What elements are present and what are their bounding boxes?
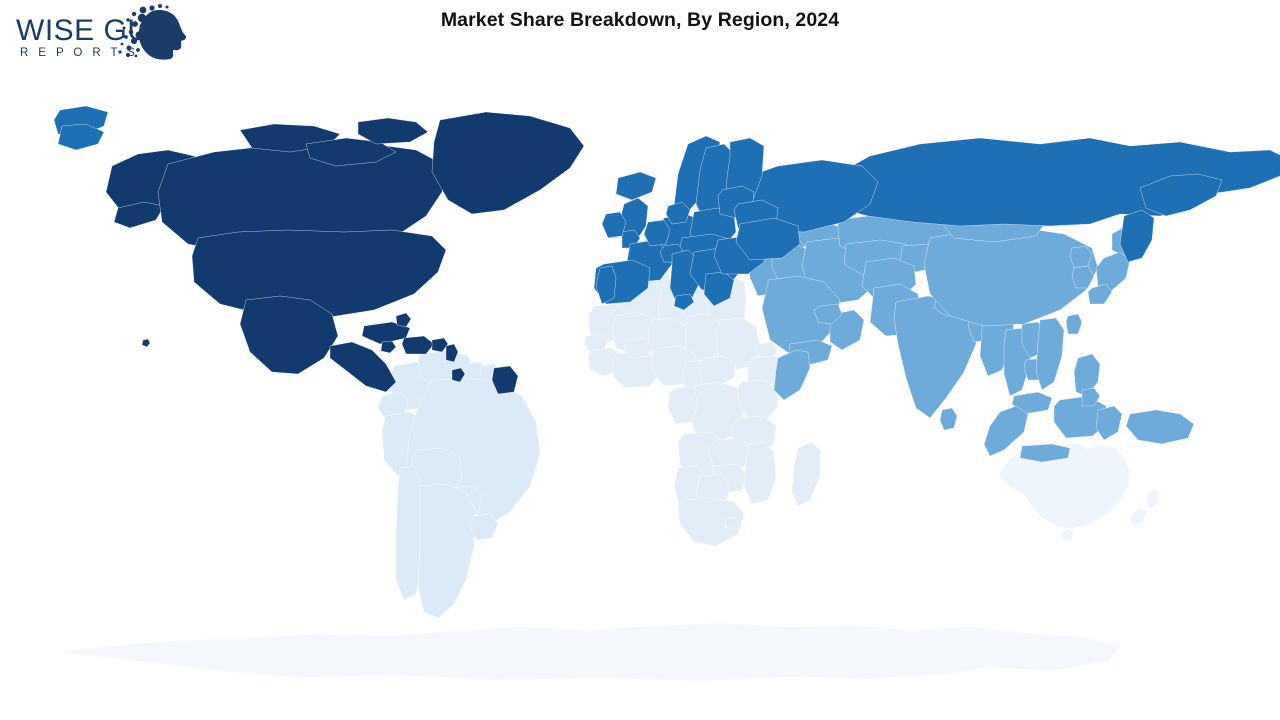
region-north-america[interactable] bbox=[106, 112, 584, 394]
header: WISE GUY R E P O R T S bbox=[0, 0, 1280, 62]
logo-wordmark-secondary: R E P O R T S bbox=[20, 47, 138, 59]
region-south-america[interactable] bbox=[378, 350, 540, 618]
world-map-container[interactable] bbox=[0, 48, 1280, 720]
logo-svg: WISE GUY R E P O R T S bbox=[16, 4, 187, 60]
head-profile-icon bbox=[118, 4, 187, 60]
page-title: Market Share Breakdown, By Region, 2024 bbox=[440, 9, 840, 31]
region-europe[interactable] bbox=[54, 106, 1280, 310]
world-choropleth-map[interactable] bbox=[0, 48, 1280, 720]
region-rest-of-world[interactable] bbox=[60, 443, 1159, 681]
wise-guy-reports-logo[interactable]: WISE GUY R E P O R T S bbox=[10, 4, 195, 62]
